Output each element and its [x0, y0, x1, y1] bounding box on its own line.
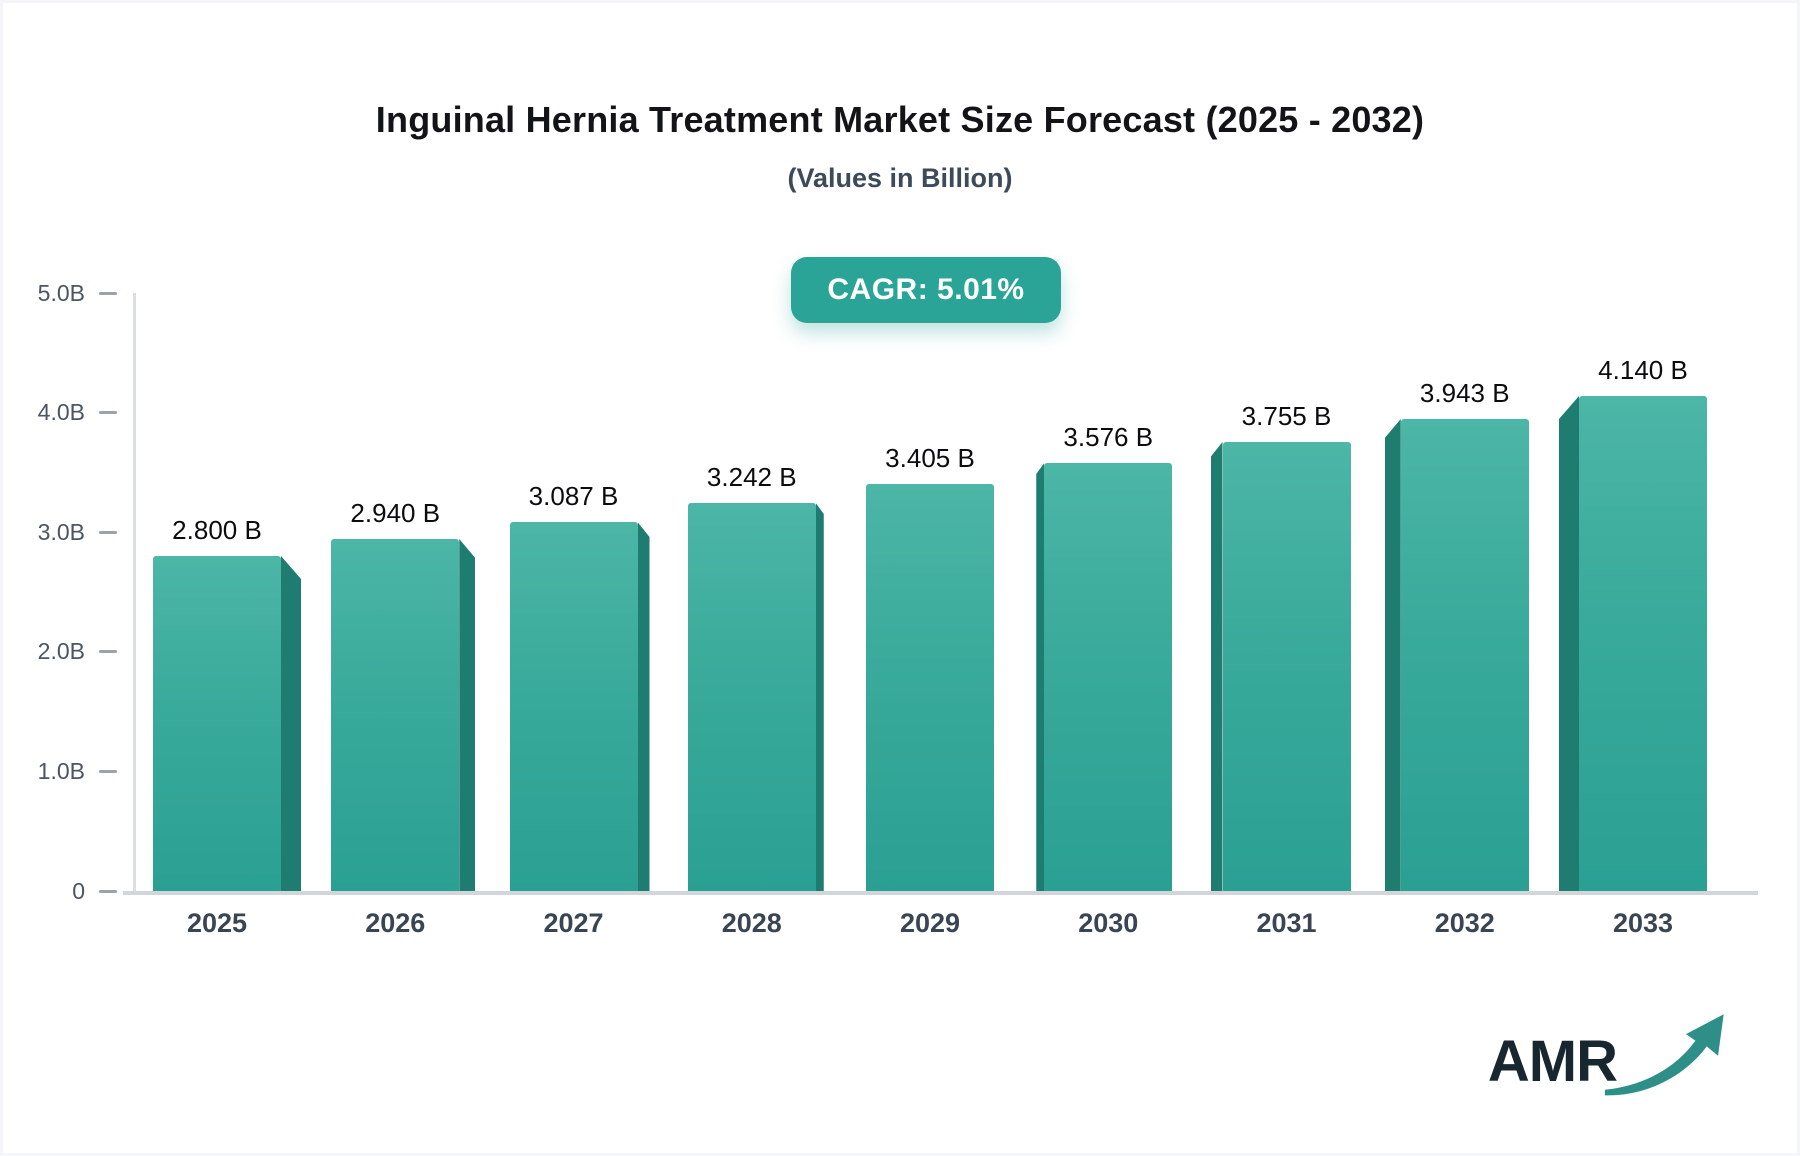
- tick-mark: [99, 530, 117, 534]
- y-axis-line: [133, 293, 136, 893]
- bar-slot: 3.405 B: [855, 293, 1005, 891]
- bar[interactable]: [687, 503, 816, 891]
- chart-subtitle: (Values in Billion): [787, 163, 1013, 193]
- y-axis-tick-label: 4.0B: [37, 399, 85, 426]
- tick-mark: [99, 769, 117, 773]
- bar-side-3d: [1210, 442, 1223, 891]
- bar-side-3d: [281, 556, 301, 891]
- bar-slot: 4.140 B: [1559, 293, 1718, 891]
- bar-slot: 3.087 B: [499, 293, 650, 891]
- x-axis-label: 2033: [1612, 908, 1674, 938]
- y-axis-tick-label: 3.0B: [37, 518, 85, 545]
- bar-side-3d: [459, 539, 476, 891]
- amr-logo-text: AMR: [1487, 1028, 1618, 1094]
- x-axis-label: 2030: [1078, 908, 1139, 938]
- bar[interactable]: [1044, 463, 1173, 891]
- y-axis-tick-label: 0: [72, 877, 85, 904]
- tick-mark: [99, 291, 117, 295]
- bar-side-3d: [1559, 396, 1579, 891]
- bar-slot: 3.943 B: [1384, 293, 1540, 891]
- bar-slot: 2.940 B: [320, 293, 476, 891]
- bar[interactable]: [509, 522, 638, 891]
- y-axis-tick-label: 5.0B: [37, 279, 85, 306]
- bar-side-3d: [1384, 419, 1401, 891]
- chart-title: Inguinal Hernia Treatment Market Size Fo…: [375, 99, 1425, 140]
- x-axis-label: 2029: [899, 908, 961, 938]
- cagr-badge: CAGR: 5.01%: [791, 257, 1061, 323]
- amr-logo: AMR: [1487, 1014, 1735, 1101]
- bar-value-label: 3.755 B: [1241, 401, 1332, 431]
- tick-mark: [99, 411, 117, 415]
- y-axis-tick-label: 2.0B: [37, 638, 85, 665]
- bar-value-label: 3.087 B: [528, 481, 619, 511]
- bar[interactable]: [1400, 419, 1529, 891]
- bars-row: 2.800 B 2.940 B 3.087 B 3.242 B 3.405 B 3.576…: [136, 293, 1758, 891]
- cagr-badge-label: CAGR: 5.01%: [827, 273, 1025, 306]
- bar[interactable]: [331, 539, 460, 891]
- bar-value-label: 3.405 B: [885, 443, 975, 473]
- x-axis-labels: 2025 2026 2027 2028 2029 2030 2031 2032 2033: [136, 908, 1758, 939]
- x-axis-label: 2031: [1256, 908, 1317, 938]
- bar-value-label: 4.140 B: [1598, 355, 1688, 385]
- bar-side-3d: [637, 522, 650, 891]
- y-axis: 0 1.0B 2.0B 3.0B 4.0B 5.0B: [3, 280, 133, 904]
- bar-value-label: 2.800 B: [172, 515, 262, 545]
- plot-area: 0 1.0B 2.0B 3.0B 4.0B 5.0B 2.800 B 2.940 B 3.08…: [38, 280, 1758, 904]
- bar-slot: 3.755 B: [1210, 293, 1362, 891]
- bar-side-3d: [1036, 463, 1045, 891]
- bar[interactable]: [153, 556, 281, 891]
- bar-value-label: 3.242 B: [706, 462, 797, 492]
- bar-value-label: 2.940 B: [350, 498, 441, 528]
- bar-slot: 2.800 B: [142, 293, 301, 891]
- bar-side-3d: [815, 503, 824, 891]
- tick-mark: [99, 889, 117, 893]
- tick-mark: [99, 650, 117, 654]
- x-axis-label: 2032: [1434, 908, 1495, 938]
- x-axis-line: [123, 891, 1758, 895]
- bar[interactable]: [866, 484, 994, 891]
- y-axis-tick-label: 1.0B: [37, 757, 85, 784]
- bar-slot: 3.576 B: [1033, 293, 1183, 891]
- x-axis-label: 2025: [186, 908, 248, 938]
- x-axis-label: 2028: [721, 908, 782, 938]
- bar-value-label: 3.576 B: [1063, 422, 1154, 452]
- trend-up-arrow-icon: [1604, 1014, 1724, 1096]
- bar[interactable]: [1222, 442, 1351, 891]
- x-axis-label: 2026: [365, 908, 426, 938]
- x-axis-label: 2027: [543, 908, 604, 938]
- bar-slot: 3.242 B: [677, 293, 827, 891]
- bar[interactable]: [1579, 396, 1707, 891]
- bar-value-label: 3.943 B: [1419, 378, 1510, 408]
